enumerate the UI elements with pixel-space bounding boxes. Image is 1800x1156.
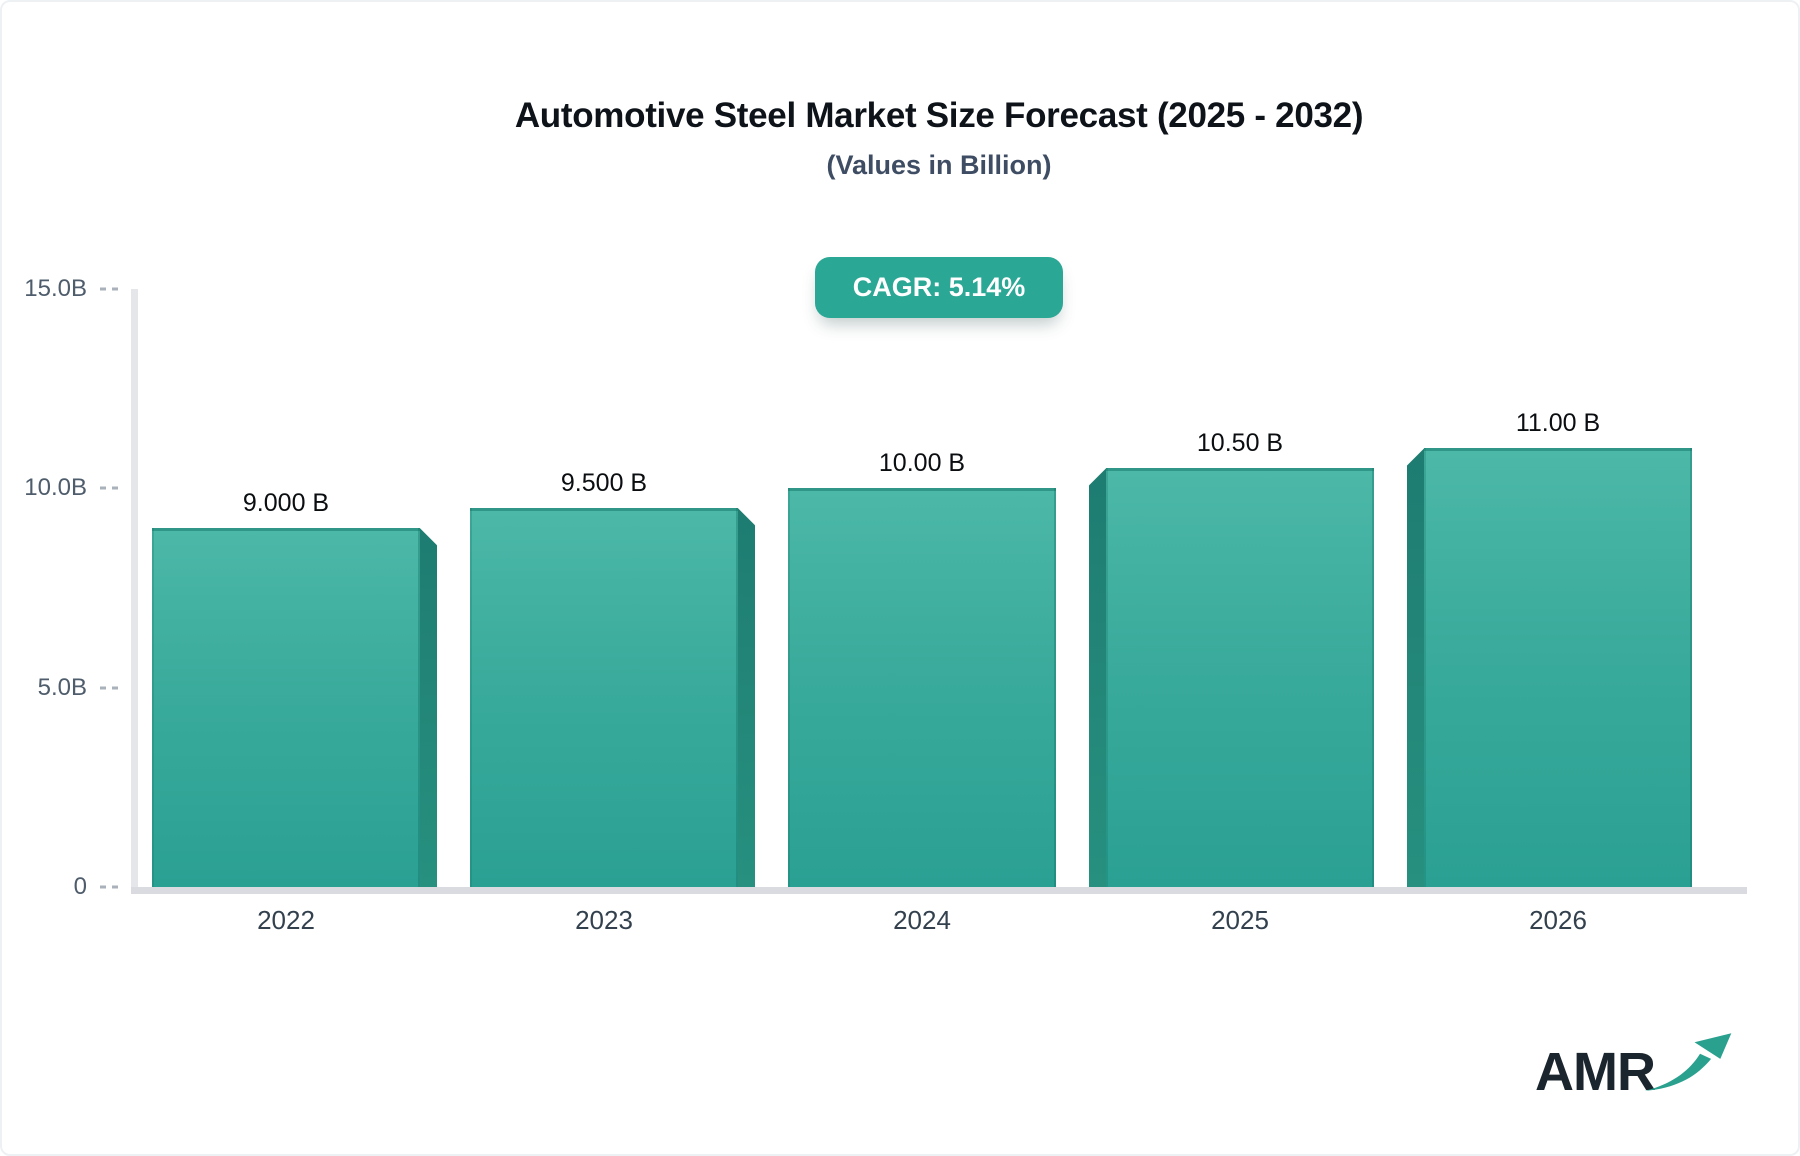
bar-2022	[152, 528, 420, 887]
x-axis-label-2024: 2024	[893, 905, 951, 935]
x-axis-label-2025: 2025	[1211, 905, 1269, 935]
bar-value-label-2022: 9.000 B	[242, 489, 330, 518]
bar-2023	[470, 508, 738, 887]
growth-arrow-icon	[1643, 1032, 1735, 1101]
y-axis-tick	[100, 486, 118, 490]
y-axis-tick	[100, 287, 118, 291]
bar-3d-side-2026	[1407, 448, 1424, 887]
amr-logo-text: AMR	[1535, 1042, 1656, 1102]
chart-title: Automotive Steel Market Size Forecast (2…	[514, 96, 1364, 135]
x-axis-label-2026: 2026	[1529, 905, 1587, 935]
x-axis-label-2022: 2022	[257, 905, 315, 935]
y-axis-line	[131, 289, 138, 894]
bar-chart-plot-area: 0 5.0B 10.0B 15.0B 9.000 B 2022 9.500 B 2023 10.…	[24, 275, 1747, 935]
bar-3d-side-2023	[738, 508, 755, 887]
bar-2024	[788, 488, 1056, 887]
cagr-badge: CAGR: 5.14%	[814, 257, 1064, 318]
y-axis-tick	[100, 885, 118, 889]
bar-value-label-2023: 9.500 B	[560, 469, 648, 498]
x-axis-label-2023: 2023	[575, 905, 633, 935]
x-axis-line	[131, 887, 1747, 894]
bar-3d-side-2022	[420, 528, 437, 887]
bar-2026	[1424, 448, 1692, 887]
y-axis-tick	[100, 686, 118, 690]
y-axis-tick-label: 10.0B	[24, 474, 87, 502]
bar-value-label-2025: 10.50 B	[1196, 429, 1284, 458]
amr-logo: AMR	[1535, 1032, 1735, 1112]
y-axis-tick-label: 15.0B	[24, 275, 87, 302]
y-axis-tick-label: 0	[73, 873, 87, 900]
bar-value-label-2026: 11.00 B	[1515, 409, 1601, 438]
y-axis-tick-label: 5.0B	[37, 673, 87, 701]
chart-subtitle: (Values in Billion)	[826, 150, 1052, 180]
cagr-badge-container: CAGR: 5.14%	[131, 257, 1747, 318]
bar-value-label-2024: 10.00 B	[878, 449, 966, 478]
bar-2025	[1106, 468, 1374, 887]
bar-3d-side-2025	[1089, 468, 1106, 887]
